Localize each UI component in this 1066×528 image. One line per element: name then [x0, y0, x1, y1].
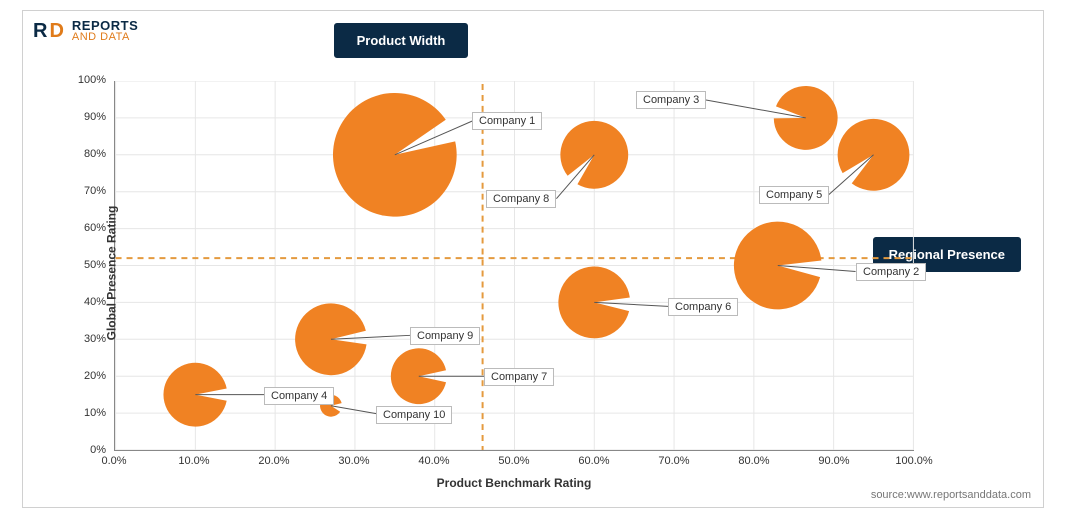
company-label-c4: Company 4: [264, 387, 334, 405]
y-tick: 100%: [66, 74, 106, 86]
company-label-c1: Company 1: [472, 112, 542, 130]
company-label-c2: Company 2: [856, 263, 926, 281]
y-tick: 10%: [66, 407, 106, 419]
x-axis-label: Product Benchmark Rating: [114, 476, 914, 490]
y-tick: 70%: [66, 185, 106, 197]
company-label-c3: Company 3: [636, 91, 706, 109]
x-tick: 40.0%: [409, 455, 459, 467]
source-attribution: source:www.reportsanddata.com: [871, 489, 1031, 501]
company-label-c5: Company 5: [759, 186, 829, 204]
y-tick: 30%: [66, 333, 106, 345]
logo-r-glyph: R: [33, 20, 47, 43]
y-tick: 60%: [66, 222, 106, 234]
chart-area: Company 1Company 2Company 3Company 4Comp…: [114, 81, 914, 451]
x-tick: 60.0%: [569, 455, 619, 467]
x-tick: 90.0%: [809, 455, 859, 467]
logo-text: REPORTS AND DATA: [72, 19, 138, 43]
plot-svg: [114, 81, 914, 451]
company-label-c8: Company 8: [486, 190, 556, 208]
x-tick: 30.0%: [329, 455, 379, 467]
bubble-c1: [333, 93, 457, 217]
logo: R D REPORTS AND DATA: [33, 19, 138, 43]
y-tick: 90%: [66, 111, 106, 123]
x-tick: 50.0%: [489, 455, 539, 467]
logo-d-glyph: D: [49, 20, 63, 43]
x-tick: 70.0%: [649, 455, 699, 467]
y-tick: 40%: [66, 296, 106, 308]
badge-product-width: Product Width: [334, 23, 468, 58]
logo-anddata: AND DATA: [72, 32, 138, 43]
y-tick: 80%: [66, 148, 106, 160]
y-tick: 20%: [66, 370, 106, 382]
x-tick: 10.0%: [169, 455, 219, 467]
chart-container: R D REPORTS AND DATA Product Width Regio…: [22, 10, 1044, 508]
company-label-c7: Company 7: [484, 368, 554, 386]
x-tick: 100.0%: [889, 455, 939, 467]
company-label-c10: Company 10: [376, 406, 452, 424]
x-tick: 20.0%: [249, 455, 299, 467]
company-label-c9: Company 9: [410, 327, 480, 345]
x-tick: 0.0%: [89, 455, 139, 467]
company-label-c6: Company 6: [668, 298, 738, 316]
y-axis-label: Global Presence Rating: [104, 206, 118, 341]
y-tick: 50%: [66, 259, 106, 271]
x-tick: 80.0%: [729, 455, 779, 467]
bubble-c5: [838, 119, 910, 191]
logo-icon: R D: [33, 20, 64, 43]
